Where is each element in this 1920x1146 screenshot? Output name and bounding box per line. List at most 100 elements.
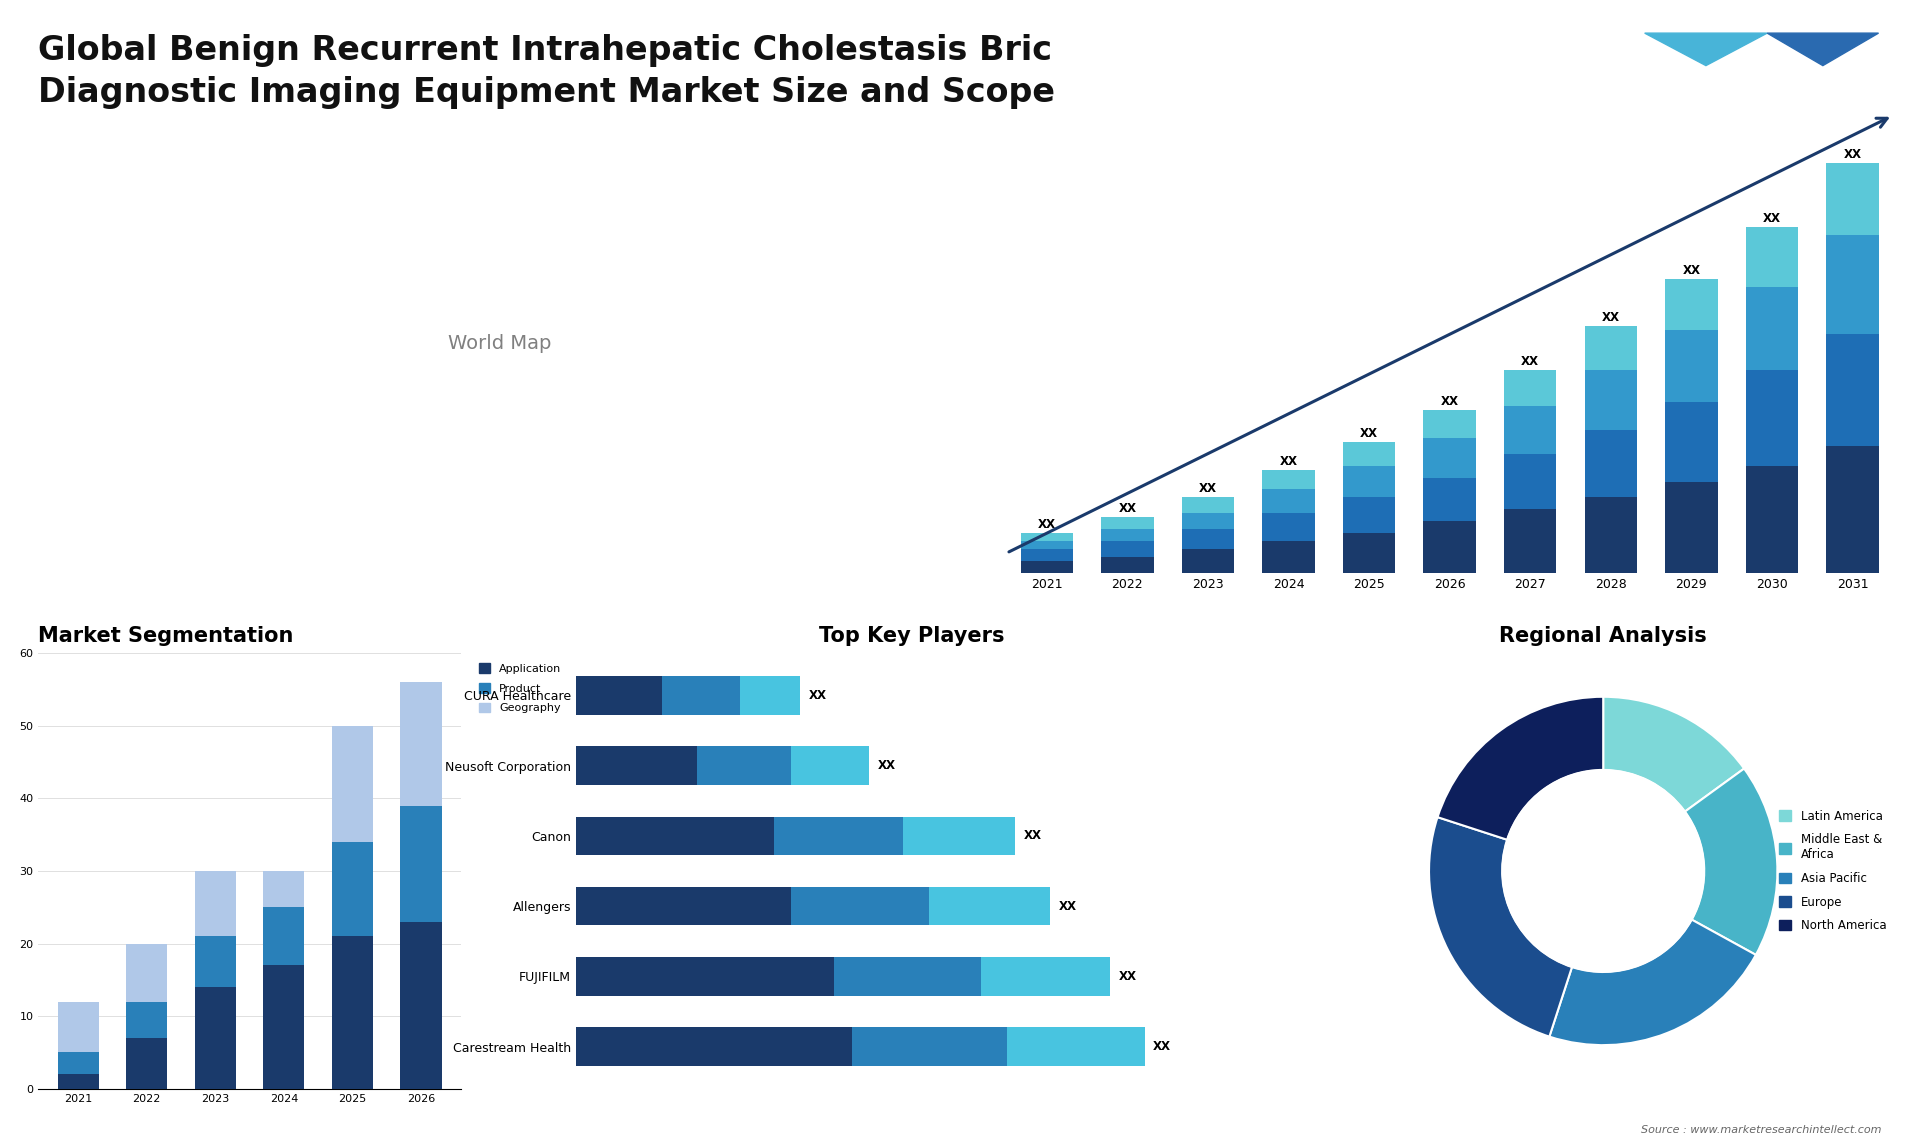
Title: Top Key Players: Top Key Players (820, 626, 1004, 646)
Bar (576, 816, 774, 855)
Legend: Application, Product, Geography: Application, Product, Geography (474, 659, 566, 717)
Bar (662, 676, 739, 715)
Text: XX: XX (1119, 970, 1137, 983)
Bar (1423, 438, 1476, 478)
Bar (263, 965, 305, 1089)
Text: XX: XX (1359, 426, 1379, 440)
Bar (1342, 533, 1396, 573)
Bar (904, 816, 1016, 855)
Bar (852, 1027, 1006, 1066)
Bar (1102, 541, 1154, 557)
Circle shape (1501, 770, 1705, 972)
Bar (1342, 497, 1396, 533)
Bar (401, 682, 442, 806)
Bar (1261, 489, 1315, 513)
Bar (1423, 478, 1476, 521)
Wedge shape (1686, 769, 1778, 955)
Bar (576, 957, 835, 996)
Bar (1181, 497, 1235, 513)
Bar (332, 936, 372, 1089)
Bar (929, 887, 1050, 926)
Text: XX: XX (1023, 830, 1043, 842)
Bar (1665, 481, 1718, 573)
Bar (791, 887, 929, 926)
Bar (1826, 163, 1878, 235)
Bar (1021, 549, 1073, 562)
Bar (1503, 454, 1557, 509)
Bar (1102, 517, 1154, 529)
Bar (1342, 441, 1396, 465)
Bar (981, 957, 1110, 996)
Bar (1745, 286, 1797, 370)
Bar (194, 871, 236, 936)
Text: XX: XX (1154, 1041, 1171, 1053)
Bar (1181, 529, 1235, 549)
Bar (1006, 1027, 1144, 1066)
Text: XX: XX (877, 759, 895, 772)
Bar (1745, 227, 1797, 286)
Bar (401, 921, 442, 1089)
Wedge shape (1603, 697, 1743, 811)
Bar (697, 746, 791, 785)
Bar (791, 746, 870, 785)
Wedge shape (1428, 817, 1572, 1037)
Bar (1181, 549, 1235, 573)
Text: XX: XX (1058, 900, 1077, 912)
Bar (1102, 529, 1154, 541)
Bar (1021, 533, 1073, 541)
Legend: Latin America, Middle East &
Africa, Asia Pacific, Europe, North America: Latin America, Middle East & Africa, Asi… (1774, 804, 1891, 937)
Polygon shape (1645, 33, 1766, 65)
Bar (332, 725, 372, 842)
Bar (194, 936, 236, 987)
Bar (1261, 513, 1315, 541)
Bar (1423, 410, 1476, 438)
Text: XX: XX (1682, 264, 1701, 276)
Bar (401, 806, 442, 921)
Bar (263, 908, 305, 965)
Bar (1102, 557, 1154, 573)
Polygon shape (1766, 33, 1878, 65)
Bar (1584, 370, 1638, 430)
Wedge shape (1438, 697, 1603, 840)
Text: XX: XX (808, 689, 828, 701)
Text: XX: XX (1279, 455, 1298, 468)
Text: Market Segmentation: Market Segmentation (38, 626, 294, 646)
Bar (1261, 541, 1315, 573)
Bar (1181, 513, 1235, 529)
Bar (739, 676, 801, 715)
Bar (1665, 330, 1718, 402)
Bar (1584, 430, 1638, 497)
Bar (576, 746, 697, 785)
Bar (1021, 541, 1073, 549)
Bar (58, 1074, 98, 1089)
Text: RESEARCH: RESEARCH (1732, 105, 1791, 115)
Text: XX: XX (1037, 518, 1056, 532)
Wedge shape (1549, 919, 1757, 1045)
Bar (1503, 406, 1557, 454)
Bar (1584, 497, 1638, 573)
Text: XX: XX (1117, 502, 1137, 516)
Text: Global Benign Recurrent Intrahepatic Cholestasis Bric
Diagnostic Imaging Equipme: Global Benign Recurrent Intrahepatic Cho… (38, 34, 1056, 110)
Text: XX: XX (1198, 482, 1217, 495)
Bar (1665, 402, 1718, 481)
Bar (58, 1052, 98, 1074)
Bar (263, 871, 305, 908)
Text: World Map: World Map (447, 335, 551, 353)
Bar (127, 1038, 167, 1089)
Text: XX: XX (1440, 395, 1459, 408)
Bar (194, 987, 236, 1089)
Bar (576, 1027, 852, 1066)
Bar (1826, 235, 1878, 335)
Text: INTELLECT: INTELLECT (1732, 120, 1791, 131)
Text: XX: XX (1843, 148, 1862, 162)
Bar (127, 1002, 167, 1038)
Bar (1342, 465, 1396, 497)
Title: Regional Analysis: Regional Analysis (1500, 626, 1707, 646)
Text: XX: XX (1601, 312, 1620, 324)
Text: MARKET: MARKET (1740, 88, 1784, 99)
Bar (576, 887, 791, 926)
Bar (332, 842, 372, 936)
Bar (1261, 470, 1315, 489)
Bar (1826, 446, 1878, 573)
Bar (1584, 327, 1638, 370)
